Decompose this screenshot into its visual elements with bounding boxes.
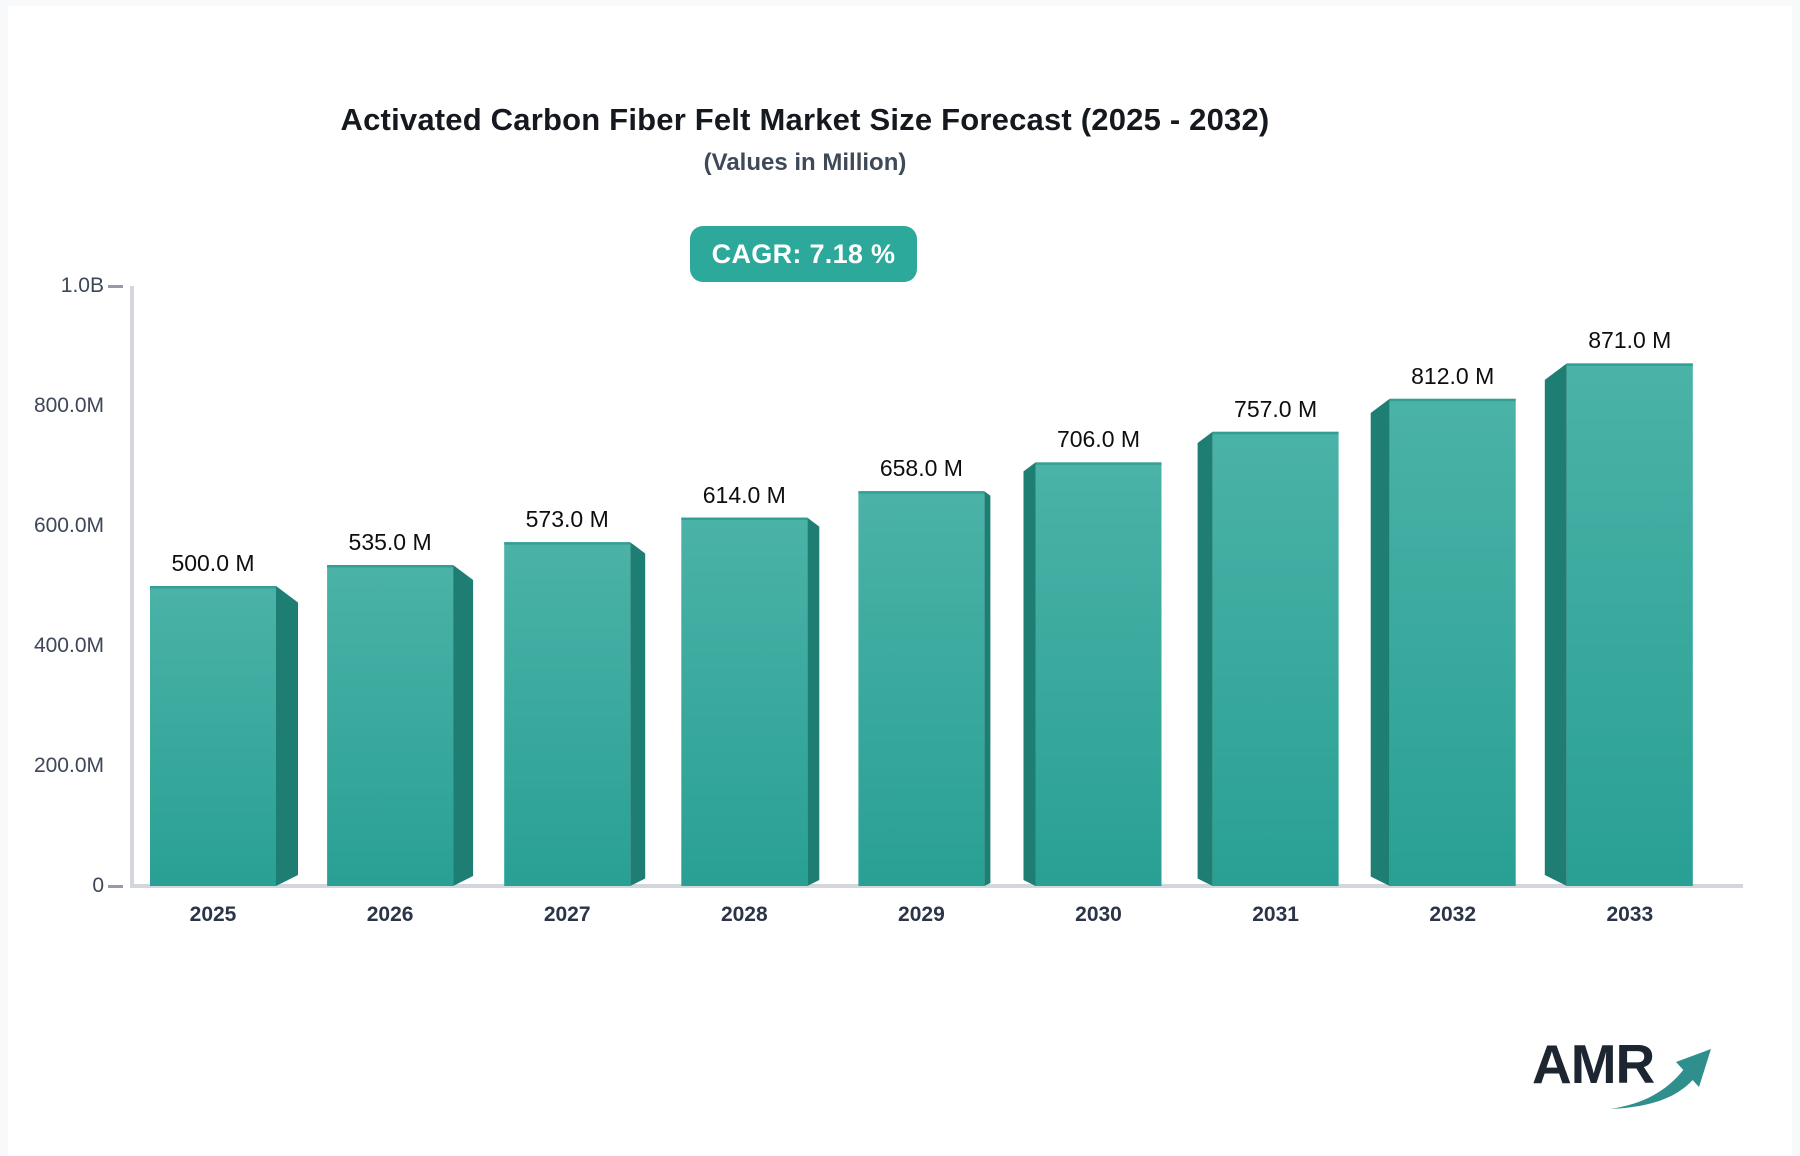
cagr-badge: CAGR: 7.18 % [690,226,917,282]
bar-side-face [630,542,646,886]
bar-side-face [1544,363,1567,886]
bar-side-face [807,517,820,886]
amr-logo: AMR [1520,1020,1800,1140]
bar-2029 [858,491,991,886]
bar-side-face [453,565,474,886]
bar-front-face [1389,398,1516,886]
bar-front-face [1566,363,1693,886]
bar-2031 [1197,431,1339,886]
bar-front-face [681,517,808,886]
bar-front-face [1212,431,1339,886]
bar-2033 [1544,363,1693,886]
bar-2028 [681,517,820,886]
bar-front-face [858,491,985,886]
bar-front-face [504,542,631,886]
growth-arrow-icon [1610,1049,1711,1109]
bar-front-face [1035,462,1162,886]
bar-2030 [1023,462,1162,886]
bar-front-face [150,586,276,886]
bar-2025 [150,585,298,886]
bar-side-face [984,491,991,886]
bar-side-face [1023,462,1036,886]
bar-2032 [1370,398,1516,886]
bar-side-face [276,586,298,886]
chart-title: Activated Carbon Fiber Felt Market Size … [340,102,1270,137]
bar-side-face [1370,398,1390,886]
bar-2026 [327,564,474,886]
bar-side-face [1197,431,1213,886]
y-axis-line [130,286,134,888]
amr-logo-text: AMR [1532,1033,1655,1095]
chart-subtitle: (Values in Million) [703,149,907,176]
bar-front-face [327,565,454,886]
bar-2027 [504,542,646,886]
